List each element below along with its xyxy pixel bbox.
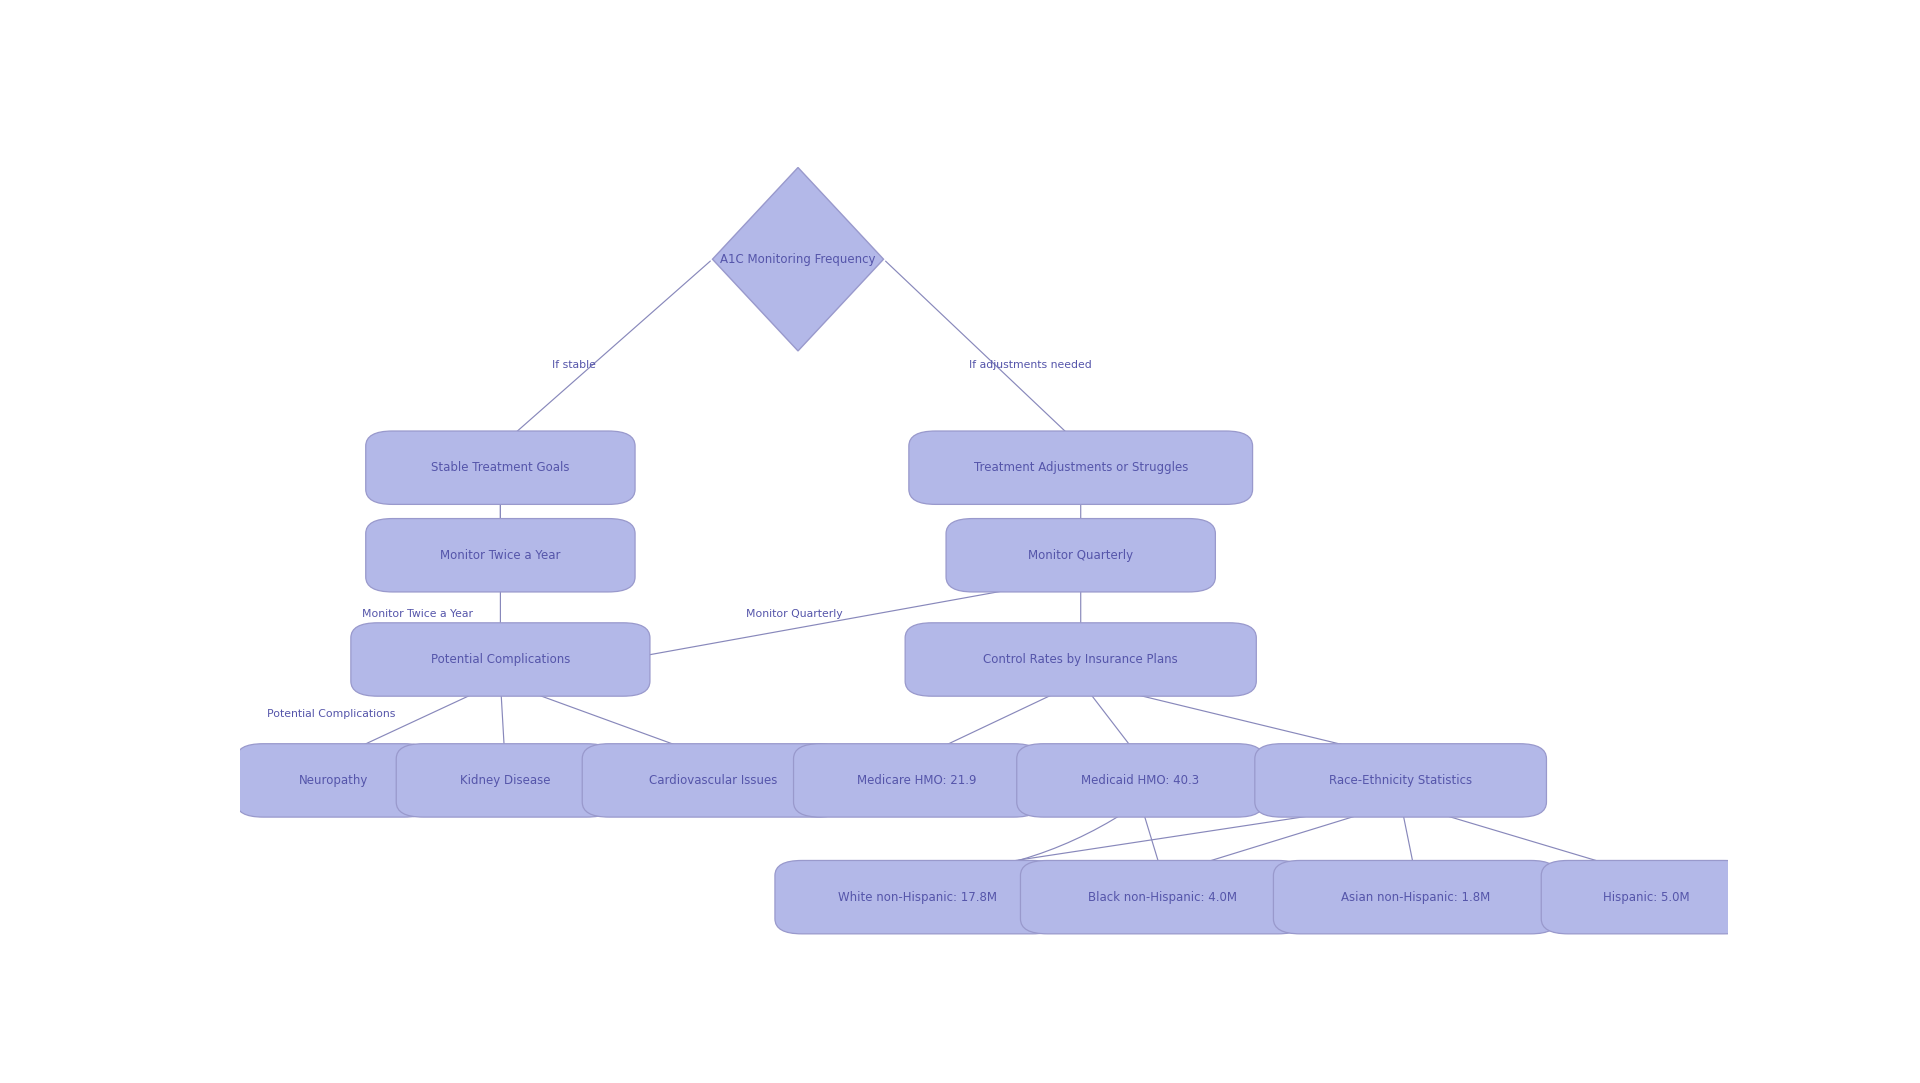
FancyBboxPatch shape: [908, 431, 1252, 505]
Text: A1C Monitoring Frequency: A1C Monitoring Frequency: [720, 252, 876, 265]
Text: Cardiovascular Issues: Cardiovascular Issues: [649, 774, 778, 787]
Text: Treatment Adjustments or Struggles: Treatment Adjustments or Struggles: [973, 461, 1188, 474]
FancyBboxPatch shape: [1256, 744, 1546, 817]
FancyBboxPatch shape: [947, 519, 1215, 592]
Polygon shape: [712, 168, 883, 351]
FancyBboxPatch shape: [1018, 744, 1263, 817]
Text: Monitor Quarterly: Monitor Quarterly: [1027, 549, 1133, 562]
Text: White non-Hispanic: 17.8M: White non-Hispanic: 17.8M: [837, 890, 996, 903]
Text: Monitor Quarterly: Monitor Quarterly: [745, 609, 843, 618]
FancyBboxPatch shape: [776, 861, 1060, 934]
FancyBboxPatch shape: [1273, 861, 1557, 934]
FancyBboxPatch shape: [236, 744, 432, 817]
FancyBboxPatch shape: [582, 744, 845, 817]
FancyBboxPatch shape: [1020, 861, 1306, 934]
FancyBboxPatch shape: [365, 431, 636, 505]
Text: Race-Ethnicity Statistics: Race-Ethnicity Statistics: [1329, 774, 1473, 787]
Text: Neuropathy: Neuropathy: [300, 774, 369, 787]
FancyBboxPatch shape: [793, 744, 1041, 817]
Text: Monitor Twice a Year: Monitor Twice a Year: [440, 549, 561, 562]
Text: Medicaid HMO: 40.3: Medicaid HMO: 40.3: [1081, 774, 1200, 787]
Text: Potential Complications: Potential Complications: [430, 653, 570, 666]
Text: If stable: If stable: [553, 361, 597, 370]
Text: Black non-Hispanic: 4.0M: Black non-Hispanic: 4.0M: [1089, 890, 1236, 903]
FancyBboxPatch shape: [365, 519, 636, 592]
Text: If adjustments needed: If adjustments needed: [970, 361, 1092, 370]
FancyBboxPatch shape: [1542, 861, 1751, 934]
FancyBboxPatch shape: [351, 623, 651, 696]
Text: Medicare HMO: 21.9: Medicare HMO: 21.9: [858, 774, 977, 787]
FancyBboxPatch shape: [396, 744, 614, 817]
Text: Potential Complications: Potential Complications: [267, 708, 396, 719]
FancyBboxPatch shape: [904, 623, 1256, 696]
Text: Monitor Twice a Year: Monitor Twice a Year: [363, 609, 472, 618]
Text: Hispanic: 5.0M: Hispanic: 5.0M: [1603, 890, 1690, 903]
Text: Kidney Disease: Kidney Disease: [459, 774, 551, 787]
Text: Stable Treatment Goals: Stable Treatment Goals: [432, 461, 570, 474]
Text: Asian non-Hispanic: 1.8M: Asian non-Hispanic: 1.8M: [1340, 890, 1490, 903]
Text: Control Rates by Insurance Plans: Control Rates by Insurance Plans: [983, 653, 1179, 666]
